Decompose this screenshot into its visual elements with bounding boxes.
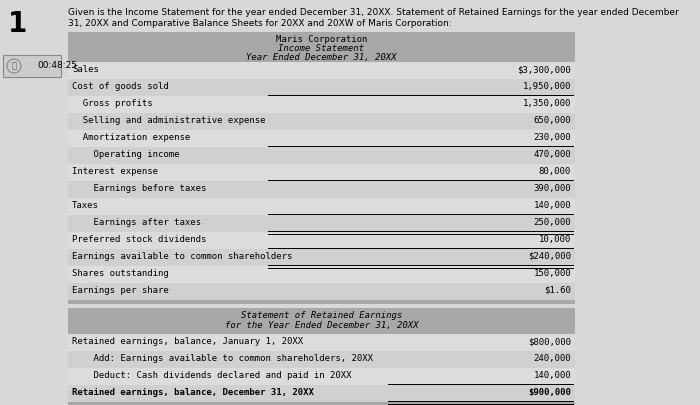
FancyBboxPatch shape (68, 308, 575, 334)
Text: Earnings before taxes: Earnings before taxes (72, 184, 206, 193)
Text: 230,000: 230,000 (533, 133, 571, 142)
Text: Taxes: Taxes (72, 201, 99, 210)
Text: Statement of Retained Earnings: Statement of Retained Earnings (241, 311, 402, 320)
FancyBboxPatch shape (68, 79, 575, 96)
Text: 10,000: 10,000 (539, 235, 571, 244)
Text: 1,950,000: 1,950,000 (523, 82, 571, 91)
Text: 1,350,000: 1,350,000 (523, 99, 571, 108)
FancyBboxPatch shape (68, 385, 575, 402)
Text: 390,000: 390,000 (533, 184, 571, 193)
FancyBboxPatch shape (68, 62, 575, 79)
Text: 140,000: 140,000 (533, 371, 571, 380)
Text: Deduct: Cash dividends declared and paid in 20XX: Deduct: Cash dividends declared and paid… (72, 371, 351, 380)
Text: $900,000: $900,000 (528, 388, 571, 397)
FancyBboxPatch shape (68, 130, 575, 147)
Text: Earnings after taxes: Earnings after taxes (72, 218, 201, 227)
FancyBboxPatch shape (68, 402, 575, 405)
Text: 140,000: 140,000 (533, 201, 571, 210)
Text: Interest expense: Interest expense (72, 167, 158, 176)
Text: 80,000: 80,000 (539, 167, 571, 176)
Text: $3,300,000: $3,300,000 (517, 65, 571, 74)
Text: 31, 20XX and Comparative Balance Sheets for 20XX and 20XW of Maris Corporation:: 31, 20XX and Comparative Balance Sheets … (68, 19, 452, 28)
Text: $800,000: $800,000 (528, 337, 571, 346)
Text: Year Ended December 31, 20XX: Year Ended December 31, 20XX (246, 53, 397, 62)
Text: Earnings per share: Earnings per share (72, 286, 169, 295)
Text: 250,000: 250,000 (533, 218, 571, 227)
Text: 650,000: 650,000 (533, 116, 571, 125)
Text: Income Statement: Income Statement (279, 44, 365, 53)
Text: 150,000: 150,000 (533, 269, 571, 278)
Text: Preferred stock dividends: Preferred stock dividends (72, 235, 206, 244)
FancyBboxPatch shape (68, 232, 575, 249)
FancyBboxPatch shape (68, 368, 575, 385)
FancyBboxPatch shape (68, 113, 575, 130)
Text: Selling and administrative expense: Selling and administrative expense (72, 116, 265, 125)
Text: 470,000: 470,000 (533, 150, 571, 159)
FancyBboxPatch shape (68, 283, 575, 300)
FancyBboxPatch shape (68, 266, 575, 283)
Text: 1: 1 (8, 10, 27, 38)
Text: Cost of goods sold: Cost of goods sold (72, 82, 169, 91)
FancyBboxPatch shape (68, 181, 575, 198)
Text: Retained earnings, balance, December 31, 20XX: Retained earnings, balance, December 31,… (72, 388, 314, 397)
FancyBboxPatch shape (68, 32, 575, 62)
FancyBboxPatch shape (68, 300, 575, 304)
FancyBboxPatch shape (68, 351, 575, 368)
Text: 240,000: 240,000 (533, 354, 571, 363)
Text: $1.60: $1.60 (544, 286, 571, 295)
Text: $240,000: $240,000 (528, 252, 571, 261)
Text: ⏱: ⏱ (11, 62, 17, 70)
Text: for the Year Ended December 31, 20XX: for the Year Ended December 31, 20XX (225, 321, 419, 330)
Text: Shares outstanding: Shares outstanding (72, 269, 169, 278)
FancyBboxPatch shape (3, 55, 61, 77)
FancyBboxPatch shape (68, 96, 575, 113)
Text: Gross profits: Gross profits (72, 99, 153, 108)
Text: Amortization expense: Amortization expense (72, 133, 190, 142)
Text: Sales: Sales (72, 65, 99, 74)
FancyBboxPatch shape (68, 198, 575, 215)
FancyBboxPatch shape (68, 215, 575, 232)
FancyBboxPatch shape (68, 164, 575, 181)
FancyBboxPatch shape (68, 147, 575, 164)
Text: Earnings available to common shareholders: Earnings available to common shareholder… (72, 252, 293, 261)
Text: Add: Earnings available to common shareholders, 20XX: Add: Earnings available to common shareh… (72, 354, 373, 363)
FancyBboxPatch shape (3, 55, 61, 77)
Text: Maris Corporation: Maris Corporation (276, 35, 368, 44)
FancyBboxPatch shape (68, 334, 575, 351)
Text: Given is the Income Statement for the year ended December 31, 20XX. Statement of: Given is the Income Statement for the ye… (68, 8, 679, 17)
Text: Operating income: Operating income (72, 150, 179, 159)
FancyBboxPatch shape (68, 249, 575, 266)
Text: 00:48:25: 00:48:25 (37, 62, 77, 70)
Text: Retained earnings, balance, January 1, 20XX: Retained earnings, balance, January 1, 2… (72, 337, 303, 346)
